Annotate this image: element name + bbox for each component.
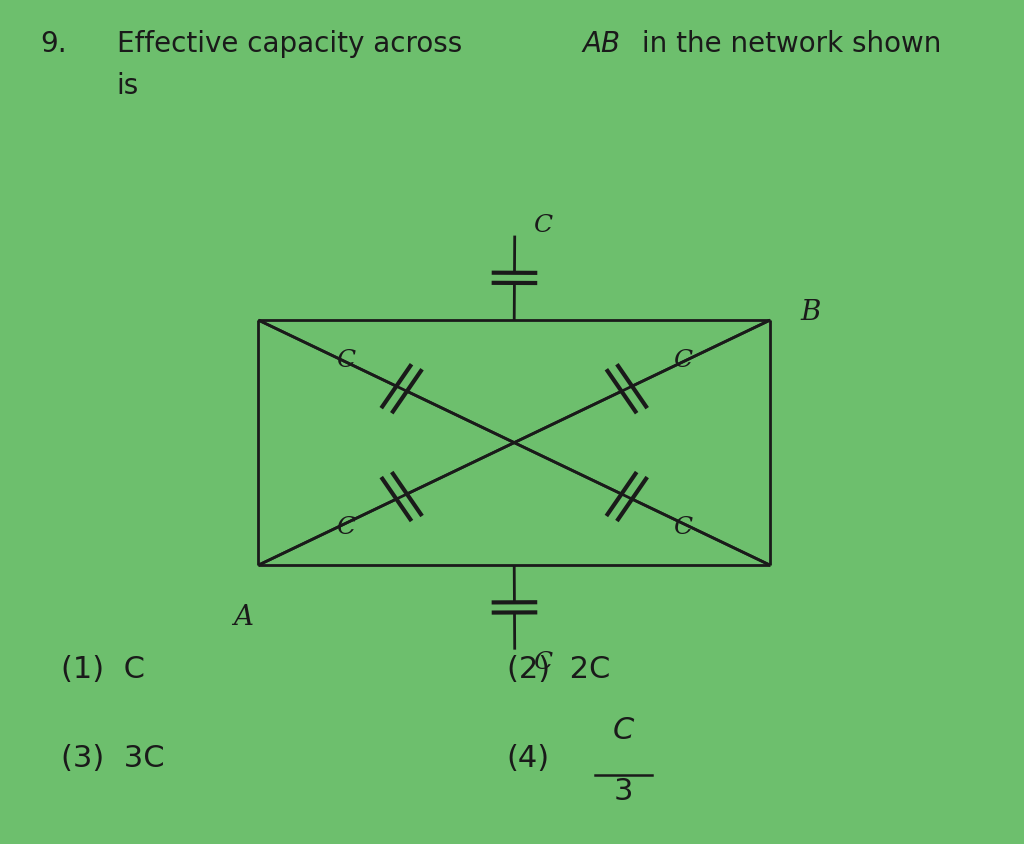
Text: is: is xyxy=(117,72,139,100)
Text: Effective capacity across: Effective capacity across xyxy=(117,30,471,57)
Text: C: C xyxy=(336,349,355,371)
Text: C: C xyxy=(612,716,634,744)
Text: (4): (4) xyxy=(507,743,550,771)
Text: A: A xyxy=(233,603,253,630)
Text: 9.: 9. xyxy=(41,30,68,57)
Text: (3)  3C: (3) 3C xyxy=(60,743,165,771)
Text: C: C xyxy=(336,515,355,538)
Text: AB: AB xyxy=(583,30,621,57)
Text: C: C xyxy=(532,214,552,236)
Text: (1)  C: (1) C xyxy=(60,654,144,683)
Text: (2)  2C: (2) 2C xyxy=(507,654,610,683)
Text: 3: 3 xyxy=(613,776,633,805)
Text: in the network shown: in the network shown xyxy=(633,30,942,57)
Text: C: C xyxy=(673,515,692,538)
Text: C: C xyxy=(532,650,552,673)
Text: C: C xyxy=(673,349,692,371)
Text: B: B xyxy=(801,299,821,326)
